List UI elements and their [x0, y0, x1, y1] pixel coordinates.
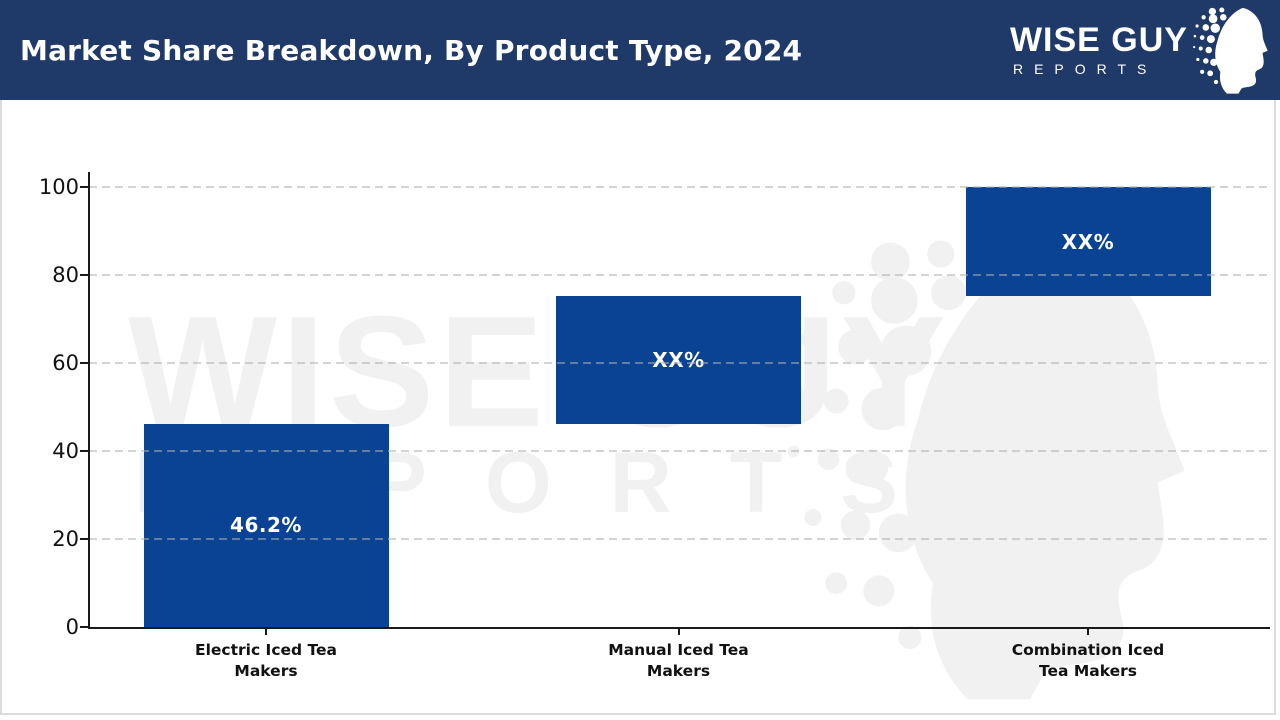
gridline-y-40 — [89, 450, 1268, 452]
y-tick-label-0: 0 — [65, 615, 79, 639]
y-tick-label-60: 60 — [52, 351, 79, 375]
gridline-y-20 — [89, 538, 1268, 540]
bar-manual-iced-tea-makers: XX% — [556, 296, 801, 424]
x-tick-mark-0 — [265, 629, 267, 635]
logo-subtitle: REPORTS — [1012, 61, 1158, 77]
wise-guy-reports-logo: WISE GUY REPORTS — [1010, 0, 1272, 100]
bar-value-label: 46.2% — [230, 513, 302, 538]
bar-combination-iced-tea-makers: XX% — [965, 187, 1211, 297]
x-tick-label-combination: Combination Iced Tea Makers — [1011, 641, 1165, 680]
bar-value-label: XX% — [652, 347, 705, 372]
y-tick-mark-0 — [80, 626, 89, 628]
bar-value-label: XX% — [1061, 229, 1115, 254]
logo-face-icon — [1193, 7, 1268, 94]
x-tick-label-electric: Electric Iced Tea Makers — [195, 641, 337, 680]
logo-wordmark: WISE GUY — [1009, 21, 1188, 59]
y-tick-mark-100 — [80, 186, 89, 188]
y-tick-mark-20 — [80, 538, 89, 540]
gridline-y-100 — [89, 186, 1268, 188]
y-axis-line — [88, 172, 90, 629]
bar-electric-iced-tea-makers: 46.2% — [143, 423, 389, 627]
x-tick-mark-1 — [677, 629, 680, 635]
x-axis-line — [88, 627, 1270, 629]
y-tick-label-20: 20 — [52, 527, 79, 551]
y-tick-label-100: 100 — [38, 175, 79, 199]
x-tick-label-manual: Manual Iced Tea Makers — [608, 641, 749, 680]
y-tick-mark-40 — [80, 450, 89, 452]
watermark-face-icon — [787, 240, 1185, 700]
chart-title: Market Share Breakdown, By Product Type,… — [20, 33, 803, 67]
gridline-y-60 — [89, 362, 1268, 364]
y-tick-label-40: 40 — [52, 439, 79, 463]
gridline-y-80 — [89, 274, 1268, 276]
y-tick-label-80: 80 — [52, 263, 79, 287]
y-tick-mark-80 — [80, 274, 89, 276]
x-tick-mark-2 — [1087, 629, 1089, 635]
y-tick-mark-60 — [80, 362, 89, 364]
header-bar: Market Share Breakdown, By Product Type,… — [0, 0, 1280, 100]
